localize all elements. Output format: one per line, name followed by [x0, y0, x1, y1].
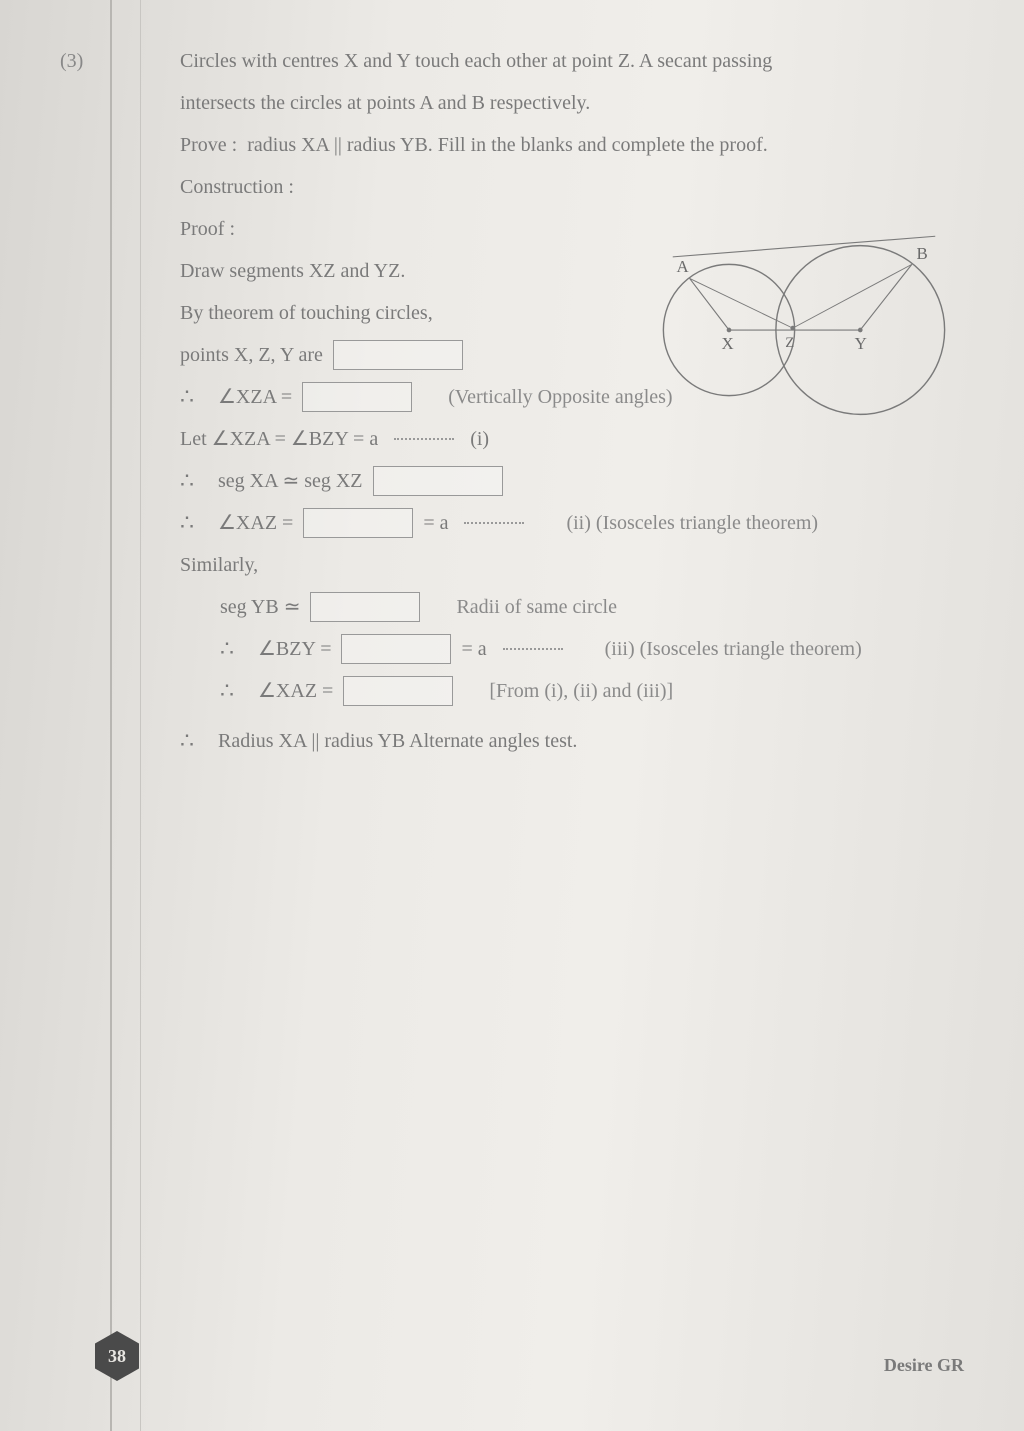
margin-rule-2	[140, 0, 141, 1431]
label-b: B	[917, 244, 928, 263]
label-x: X	[722, 334, 734, 353]
xza-prefix: ∠XZA =	[218, 378, 292, 416]
label-y: Y	[855, 334, 867, 353]
blank-seg-yb[interactable]	[310, 592, 420, 622]
intro-line-2: intersects the circles at points A and B…	[180, 82, 964, 124]
blank-bzy[interactable]	[341, 634, 451, 664]
footer-text: Desire GR	[884, 1355, 964, 1376]
xaz-row: ∠XAZ = = a (ii) (Isosceles triangle theo…	[180, 502, 964, 544]
page-number: 38	[108, 1346, 126, 1367]
pt-y	[858, 328, 863, 333]
xaz2-prefix: ∠XAZ =	[258, 672, 333, 710]
xaz-reason: (ii) (Isosceles triangle theorem)	[566, 504, 818, 542]
prove-text: radius XA || radius YB. Fill in the blan…	[247, 126, 768, 164]
bzy-row: ∠BZY = = a (iii) (Isosceles triangle the…	[180, 628, 964, 670]
points-prefix: points X, Z, Y are	[180, 336, 323, 374]
bzy-suffix: = a	[461, 630, 486, 668]
conclusion-text: Radius XA || radius YB Alternate angles …	[218, 722, 577, 760]
prove-row: Prove : radius XA || radius YB. Fill in …	[180, 124, 964, 166]
seg-xa-row: seg XA ≃ seg XZ	[180, 460, 964, 502]
dots-3	[503, 648, 563, 650]
similarly-row: Similarly,	[180, 544, 964, 586]
line-xa	[690, 278, 729, 330]
seg-xa-text: seg XA ≃ seg XZ	[218, 462, 363, 500]
page-number-badge: 38	[95, 1331, 139, 1381]
bzy-reason: (iii) (Isosceles triangle theorem)	[605, 630, 862, 668]
dots-2	[464, 522, 524, 524]
intro-line-1: Circles with centres X and Y touch each …	[180, 40, 964, 82]
bzy-prefix: ∠BZY =	[258, 630, 331, 668]
blank-xaz2[interactable]	[343, 676, 453, 706]
blank-seg-xa-reason[interactable]	[373, 466, 503, 496]
let-text: Let ∠XZA = ∠BZY = a	[180, 420, 378, 458]
construction-label: Construction :	[180, 168, 294, 206]
label-a: A	[677, 257, 690, 276]
xaz-prefix: ∠XAZ =	[218, 504, 293, 542]
xaz-suffix: = a	[423, 504, 448, 542]
conclusion-row: Radius XA || radius YB Alternate angles …	[180, 720, 964, 762]
seg-yb-reason: Radii of same circle	[456, 588, 617, 626]
touching-circles-diagram: X Y A B Z	[654, 220, 954, 440]
line-yb	[860, 264, 912, 330]
dots-1	[394, 438, 454, 440]
blank-xza[interactable]	[302, 382, 412, 412]
pt-x	[727, 328, 732, 333]
seg-yb-row: seg YB ≃ Radii of same circle	[180, 586, 964, 628]
page: (3) Circles with centres X and Y touch e…	[0, 0, 1024, 1431]
xaz2-reason: [From (i), (ii) and (iii)]	[489, 672, 673, 710]
proof-label: Proof :	[180, 210, 235, 248]
construction-row: Construction :	[180, 166, 964, 208]
blank-xaz[interactable]	[303, 508, 413, 538]
xaz2-row: ∠XAZ = [From (i), (ii) and (iii)]	[180, 670, 964, 712]
prove-label: Prove :	[180, 126, 237, 164]
blank-collinear[interactable]	[333, 340, 463, 370]
seg-yb-prefix: seg YB ≃	[220, 588, 300, 626]
question-number: (3)	[60, 50, 83, 73]
margin-rule-1	[110, 0, 112, 1431]
pt-z	[790, 326, 795, 331]
line-zb	[793, 264, 912, 328]
xza-reason: (Vertically Opposite angles)	[448, 378, 672, 416]
label-z: Z	[785, 335, 794, 351]
let-num: (i)	[470, 420, 489, 458]
